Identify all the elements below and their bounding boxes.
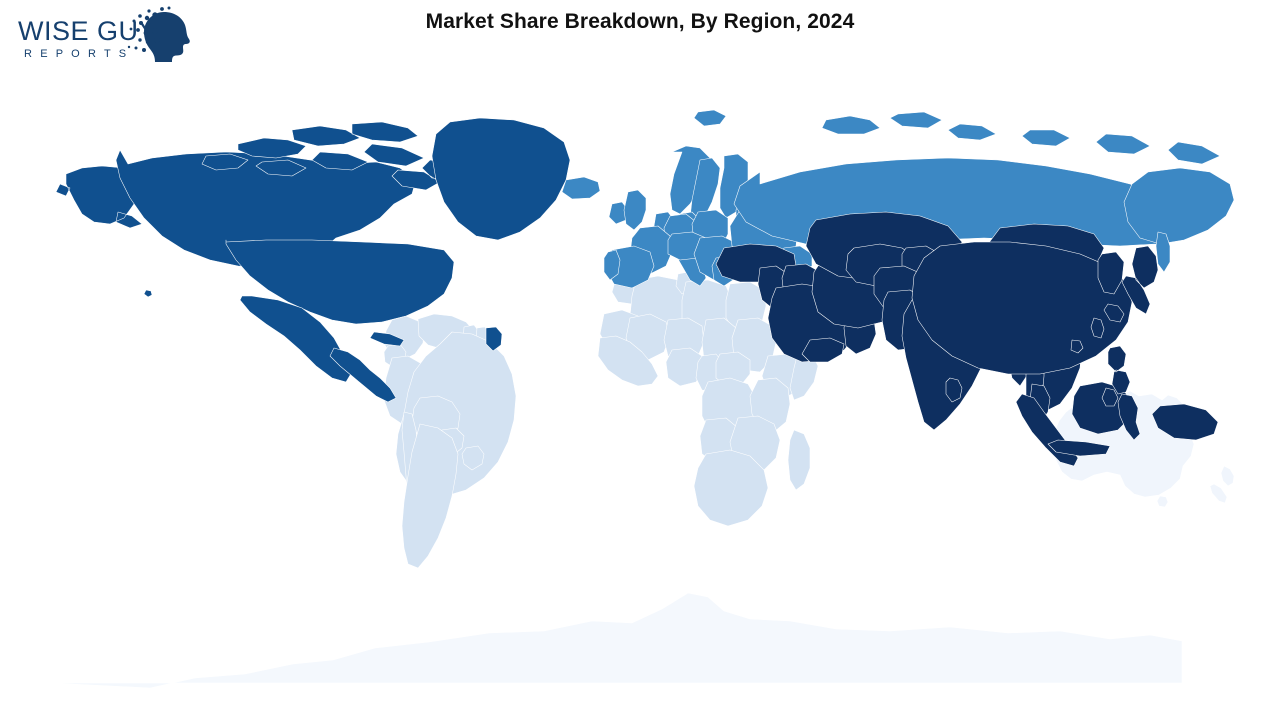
country-central-america[interactable] bbox=[330, 348, 396, 402]
country-japan[interactable] bbox=[1104, 246, 1158, 322]
arctic-islands-canada[interactable] bbox=[202, 122, 472, 190]
country-hawaii[interactable] bbox=[144, 290, 152, 297]
country-mexico[interactable] bbox=[240, 296, 352, 382]
region-south-america-africa[interactable] bbox=[384, 272, 818, 568]
country-java[interactable] bbox=[1048, 440, 1110, 456]
country-cuba[interactable] bbox=[370, 332, 404, 346]
region-north-america[interactable] bbox=[56, 118, 570, 402]
country-madagascar[interactable] bbox=[788, 430, 810, 490]
country-taiwan[interactable] bbox=[1091, 318, 1104, 338]
country-sakhalin[interactable] bbox=[1156, 232, 1170, 272]
logo-text-reports: R E P O R T S bbox=[24, 48, 129, 60]
country-greenland[interactable] bbox=[432, 118, 570, 240]
country-french-guiana[interactable] bbox=[486, 327, 502, 351]
arctic-islands-russia[interactable] bbox=[822, 112, 1220, 164]
country-russia-far-east[interactable] bbox=[1124, 168, 1234, 244]
country-svalbard[interactable] bbox=[694, 110, 726, 126]
world-map-container bbox=[0, 52, 1280, 720]
region-apac-mea[interactable] bbox=[716, 212, 1218, 466]
country-argentina[interactable] bbox=[402, 424, 458, 568]
country-uruguay[interactable] bbox=[462, 446, 484, 470]
country-nigeria[interactable] bbox=[666, 348, 704, 386]
country-canada[interactable] bbox=[116, 150, 416, 268]
country-south-africa[interactable] bbox=[694, 450, 768, 526]
chart-title: Market Share Breakdown, By Region, 2024 bbox=[425, 10, 855, 33]
logo-wordmark-reports: R E P O R T S bbox=[24, 48, 129, 60]
country-tasmania[interactable] bbox=[1157, 496, 1168, 507]
country-yemen[interactable] bbox=[802, 338, 844, 362]
country-korea[interactable] bbox=[1098, 252, 1124, 294]
country-united-states[interactable] bbox=[226, 240, 454, 324]
country-papua-new-guinea[interactable] bbox=[1152, 404, 1218, 440]
continent-antarctica[interactable] bbox=[52, 593, 1182, 688]
region-french-guiana[interactable] bbox=[486, 327, 502, 351]
country-iceland[interactable] bbox=[562, 177, 600, 199]
country-new-zealand-south[interactable] bbox=[1210, 484, 1227, 503]
world-choropleth-map[interactable] bbox=[0, 52, 1280, 720]
country-sri-lanka[interactable] bbox=[946, 378, 962, 402]
country-west-africa-coast[interactable] bbox=[598, 336, 658, 386]
country-portugal[interactable] bbox=[604, 250, 620, 280]
logo-head-profile-icon bbox=[127, 6, 190, 62]
country-united-kingdom[interactable] bbox=[624, 190, 646, 230]
country-hainan[interactable] bbox=[1071, 340, 1083, 353]
country-new-zealand-north[interactable] bbox=[1221, 466, 1234, 486]
country-sulawesi[interactable] bbox=[1118, 394, 1140, 440]
wise-guy-reports-logo[interactable]: WISE GUY R E P O R T S bbox=[12, 6, 197, 62]
country-philippines[interactable] bbox=[1102, 346, 1130, 406]
